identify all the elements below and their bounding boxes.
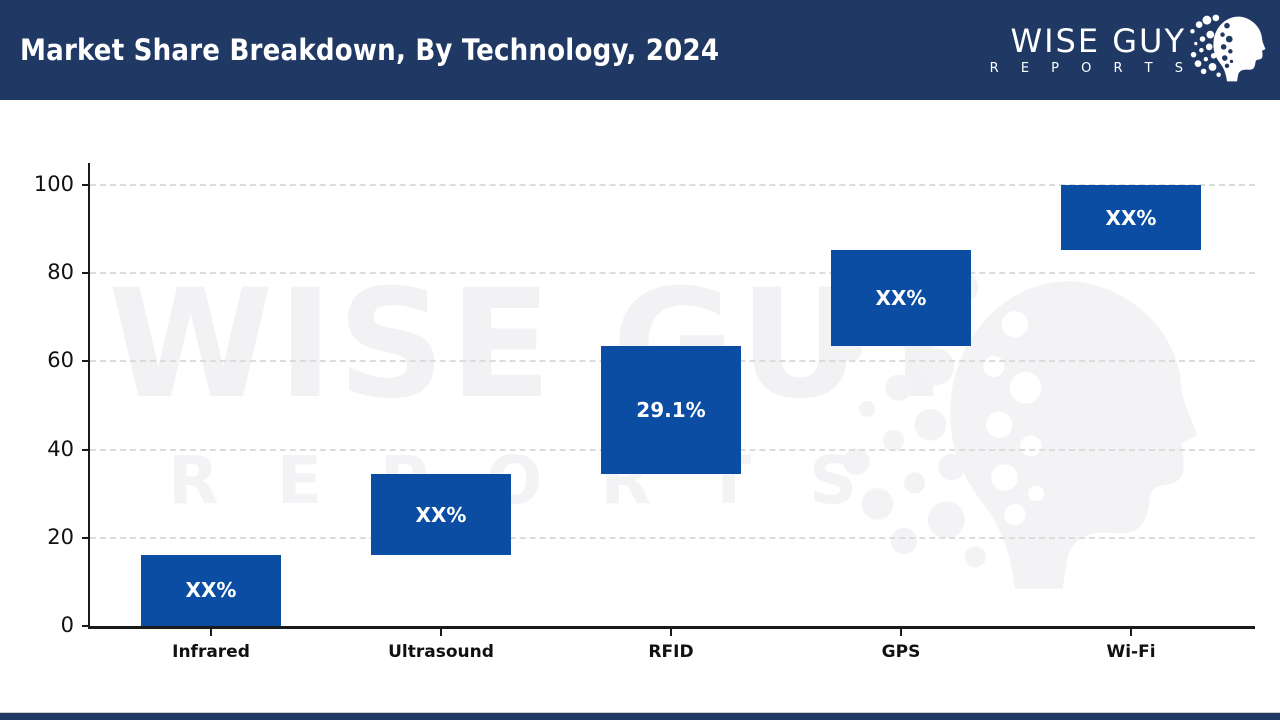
x-category-label: GPS bbox=[881, 642, 921, 662]
bar-infrared: XX% bbox=[141, 554, 281, 626]
x-tick-mark bbox=[1130, 629, 1132, 636]
header-bar: Market Share Breakdown, By Technology, 2… bbox=[0, 0, 1280, 100]
gridline-20 bbox=[90, 536, 1255, 539]
y-tick-mark bbox=[82, 625, 90, 627]
bar-rfid: 29.1% bbox=[601, 345, 741, 475]
bar-value-label: 29.1% bbox=[636, 398, 706, 423]
y-tick-label: 60 bbox=[47, 348, 74, 373]
y-tick-mark bbox=[82, 448, 90, 451]
logo-line2: R E P O R T S bbox=[989, 61, 1192, 76]
bar-value-label: XX% bbox=[875, 286, 927, 311]
y-tick-mark bbox=[82, 272, 90, 275]
bar-ultrasound: XX% bbox=[371, 474, 511, 555]
page-title: Market Share Breakdown, By Technology, 2… bbox=[20, 33, 720, 67]
watermark-wordmark: WISE GUY bbox=[108, 258, 978, 432]
y-tick-label: 40 bbox=[47, 436, 74, 461]
bar-value-label: XX% bbox=[185, 578, 237, 603]
wiseguy-logo: WISE GUY R E P O R T S bbox=[990, 5, 1266, 95]
x-tick-mark bbox=[440, 629, 442, 636]
y-tick-label: 0 bbox=[60, 613, 74, 637]
logo-wordmark: WISE GUY R E P O R T S bbox=[990, 25, 1186, 75]
gridline-100 bbox=[90, 184, 1255, 186]
y-tick-label: 80 bbox=[47, 260, 74, 285]
bar-gps: XX% bbox=[831, 250, 971, 346]
bar-value-label: XX% bbox=[1105, 205, 1157, 230]
bar-wi-fi: XX% bbox=[1061, 185, 1201, 251]
x-tick-mark bbox=[900, 629, 902, 636]
x-category-label: Wi-Fi bbox=[1106, 642, 1156, 662]
y-tick-mark bbox=[82, 536, 90, 539]
x-category-label: RFID bbox=[648, 642, 694, 662]
x-tick-mark bbox=[210, 629, 212, 636]
y-tick-mark bbox=[82, 360, 90, 363]
logo-line1: WISE GUY bbox=[1010, 22, 1186, 60]
bar-value-label: XX% bbox=[415, 502, 467, 527]
y-tick-mark bbox=[82, 184, 90, 186]
x-axis-line bbox=[88, 626, 1255, 629]
plot: 0 20 40 60 80 100 XX% Infrared XX% Ultrasound 29.1… bbox=[0, 100, 1280, 713]
watermark-subtitle: REPORTS bbox=[168, 442, 915, 519]
y-axis-line bbox=[88, 163, 90, 626]
y-tick-label: 100 bbox=[33, 172, 74, 196]
x-category-label: Ultrasound bbox=[388, 642, 494, 662]
gridline-80 bbox=[90, 272, 1255, 275]
logo-head-icon bbox=[1188, 5, 1266, 95]
chart-area: WISE GUY REPORTS 0 20 bbox=[0, 100, 1280, 713]
x-category-label: Infrared bbox=[172, 642, 250, 662]
y-tick-label: 20 bbox=[47, 524, 74, 549]
footer-bar bbox=[0, 712, 1280, 720]
x-tick-mark bbox=[670, 629, 672, 636]
